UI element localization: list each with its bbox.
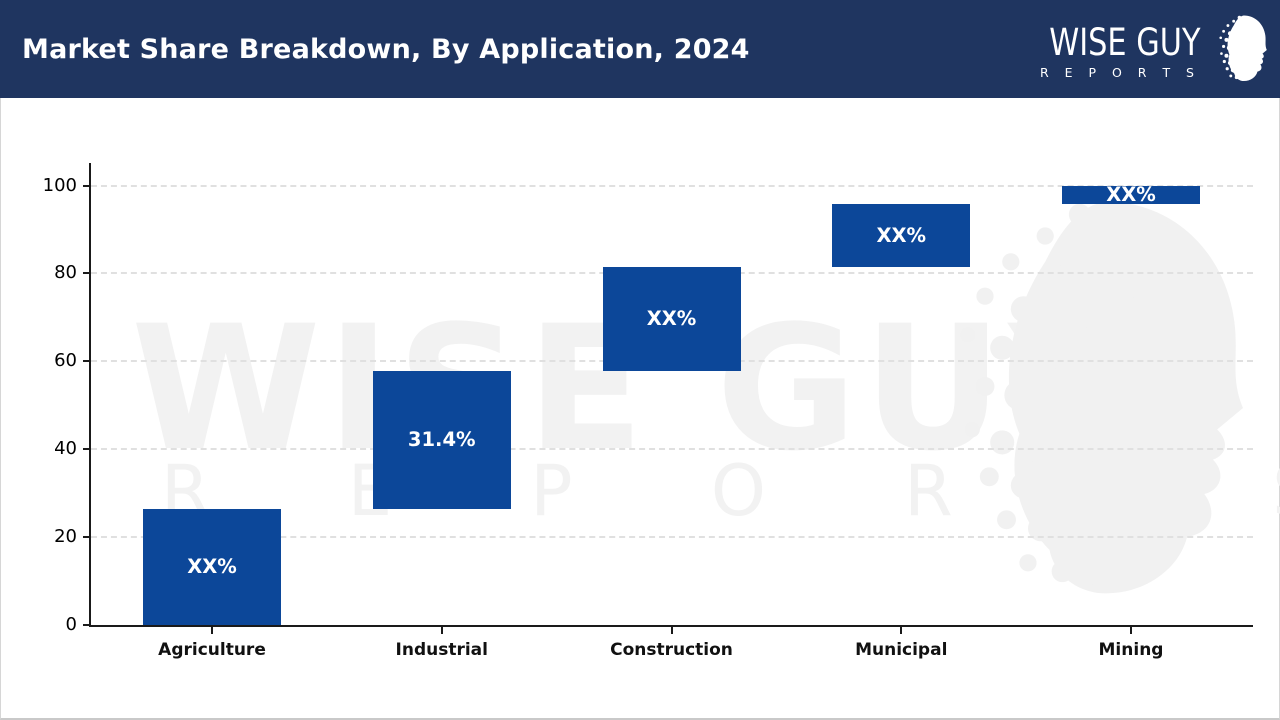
x-axis-tick xyxy=(900,627,903,634)
y-axis-tick-label: 60 xyxy=(54,350,77,372)
gridline-20 xyxy=(91,536,1253,539)
face-dot xyxy=(1240,76,1244,80)
x-axis-label-agriculture: Agriculture xyxy=(158,640,266,660)
chart-title: Market Share Breakdown, By Application, … xyxy=(22,33,750,65)
bar-value-label: XX% xyxy=(876,224,927,248)
y-axis-tick-label: 40 xyxy=(54,438,77,460)
face-dot xyxy=(1225,67,1229,71)
face-dot xyxy=(1234,75,1239,80)
face-dot xyxy=(1222,59,1226,64)
logo-wordmark: WISE GUY R E P O R T S xyxy=(1016,21,1200,80)
face-dot xyxy=(1226,45,1232,51)
face-dot xyxy=(1245,39,1252,46)
face-dot xyxy=(1235,29,1243,38)
waterfall-chart: 0 20 40 60 80 100 XX% 31.4% XX% XX% XX% Agriculture… xyxy=(1,98,1279,718)
y-axis xyxy=(89,163,91,627)
bar-construction: XX% xyxy=(602,267,741,371)
face-dot xyxy=(1236,53,1244,61)
y-axis-tick xyxy=(83,448,91,451)
bar-value-label: 31.4% xyxy=(407,428,476,452)
face-dot xyxy=(1244,16,1249,21)
face-dot xyxy=(1244,56,1250,62)
x-axis-label-industrial: Industrial xyxy=(395,640,488,660)
face-dot xyxy=(1222,29,1226,33)
face-dot xyxy=(1219,36,1223,40)
x-axis-label-municipal: Municipal xyxy=(855,640,948,660)
logo-wordmark-sub: R E P O R T S xyxy=(1039,64,1200,80)
y-axis-tick-label: 80 xyxy=(54,262,77,284)
face-dot xyxy=(1224,53,1229,58)
x-axis xyxy=(89,625,1253,627)
bar-value-label: XX% xyxy=(1106,183,1156,207)
face-dot xyxy=(1224,37,1229,42)
face-dot xyxy=(1238,37,1246,45)
logo-wordmark-main: WISE GUY xyxy=(1048,20,1200,64)
face-dot xyxy=(1230,68,1236,73)
y-axis-tick xyxy=(83,624,91,626)
gridline-100 xyxy=(91,184,1253,187)
face-dot xyxy=(1232,25,1238,31)
face-dot xyxy=(1222,44,1226,48)
wiseguy-logo: WISE GUY R E P O R T S xyxy=(1016,4,1274,96)
y-axis-tick xyxy=(83,272,91,275)
face-dot xyxy=(1241,71,1246,75)
x-axis-tick xyxy=(670,627,673,634)
face-dot xyxy=(1227,60,1233,66)
face-dot xyxy=(1248,49,1253,54)
face-dot xyxy=(1245,23,1253,30)
chart-canvas: WISE GUY R E P O R T S 0 20 40 60 80 100 XX% 31… xyxy=(0,98,1280,720)
y-axis-tick xyxy=(83,536,91,539)
face-dot xyxy=(1220,52,1223,55)
header-bar: Market Share Breakdown, By Application, … xyxy=(0,0,1280,98)
bar-value-label: XX% xyxy=(187,555,237,579)
face-dot xyxy=(1236,69,1242,74)
x-axis-tick xyxy=(440,627,443,634)
x-axis-label-construction: Construction xyxy=(610,640,733,660)
y-axis-tick-label: 20 xyxy=(54,526,77,548)
face-dot xyxy=(1240,46,1247,54)
face-dot xyxy=(1230,37,1237,44)
bar-mining: XX% xyxy=(1062,183,1200,207)
x-axis-tick xyxy=(211,627,213,634)
bar-agriculture: XX% xyxy=(143,508,281,625)
face-dot xyxy=(1253,27,1259,32)
bar-municipal: XX% xyxy=(832,203,971,268)
face-dot xyxy=(1233,61,1240,68)
bar-value-label: XX% xyxy=(646,307,697,331)
face-dot xyxy=(1226,24,1230,27)
wiseguy-face-icon xyxy=(1219,15,1267,82)
face-dot xyxy=(1243,30,1250,38)
face-dot xyxy=(1227,31,1233,36)
face-dot xyxy=(1250,18,1256,24)
x-axis-tick xyxy=(1130,627,1132,634)
gridline-40 xyxy=(91,448,1253,451)
face-dot xyxy=(1240,63,1246,69)
bar-industrial: 31.4% xyxy=(372,370,511,509)
face-dot xyxy=(1230,53,1236,60)
x-axis-label-mining: Mining xyxy=(1098,640,1164,660)
y-axis-tick xyxy=(83,184,91,187)
face-dot xyxy=(1232,19,1236,23)
face-dot xyxy=(1232,44,1241,53)
y-axis-tick-label: 100 xyxy=(42,174,77,196)
y-axis-tick xyxy=(83,360,91,363)
face-dot xyxy=(1251,34,1257,40)
face-dot xyxy=(1229,74,1233,78)
y-axis-tick-label: 0 xyxy=(65,614,77,635)
face-dot xyxy=(1238,20,1245,27)
face-dot xyxy=(1237,15,1242,20)
